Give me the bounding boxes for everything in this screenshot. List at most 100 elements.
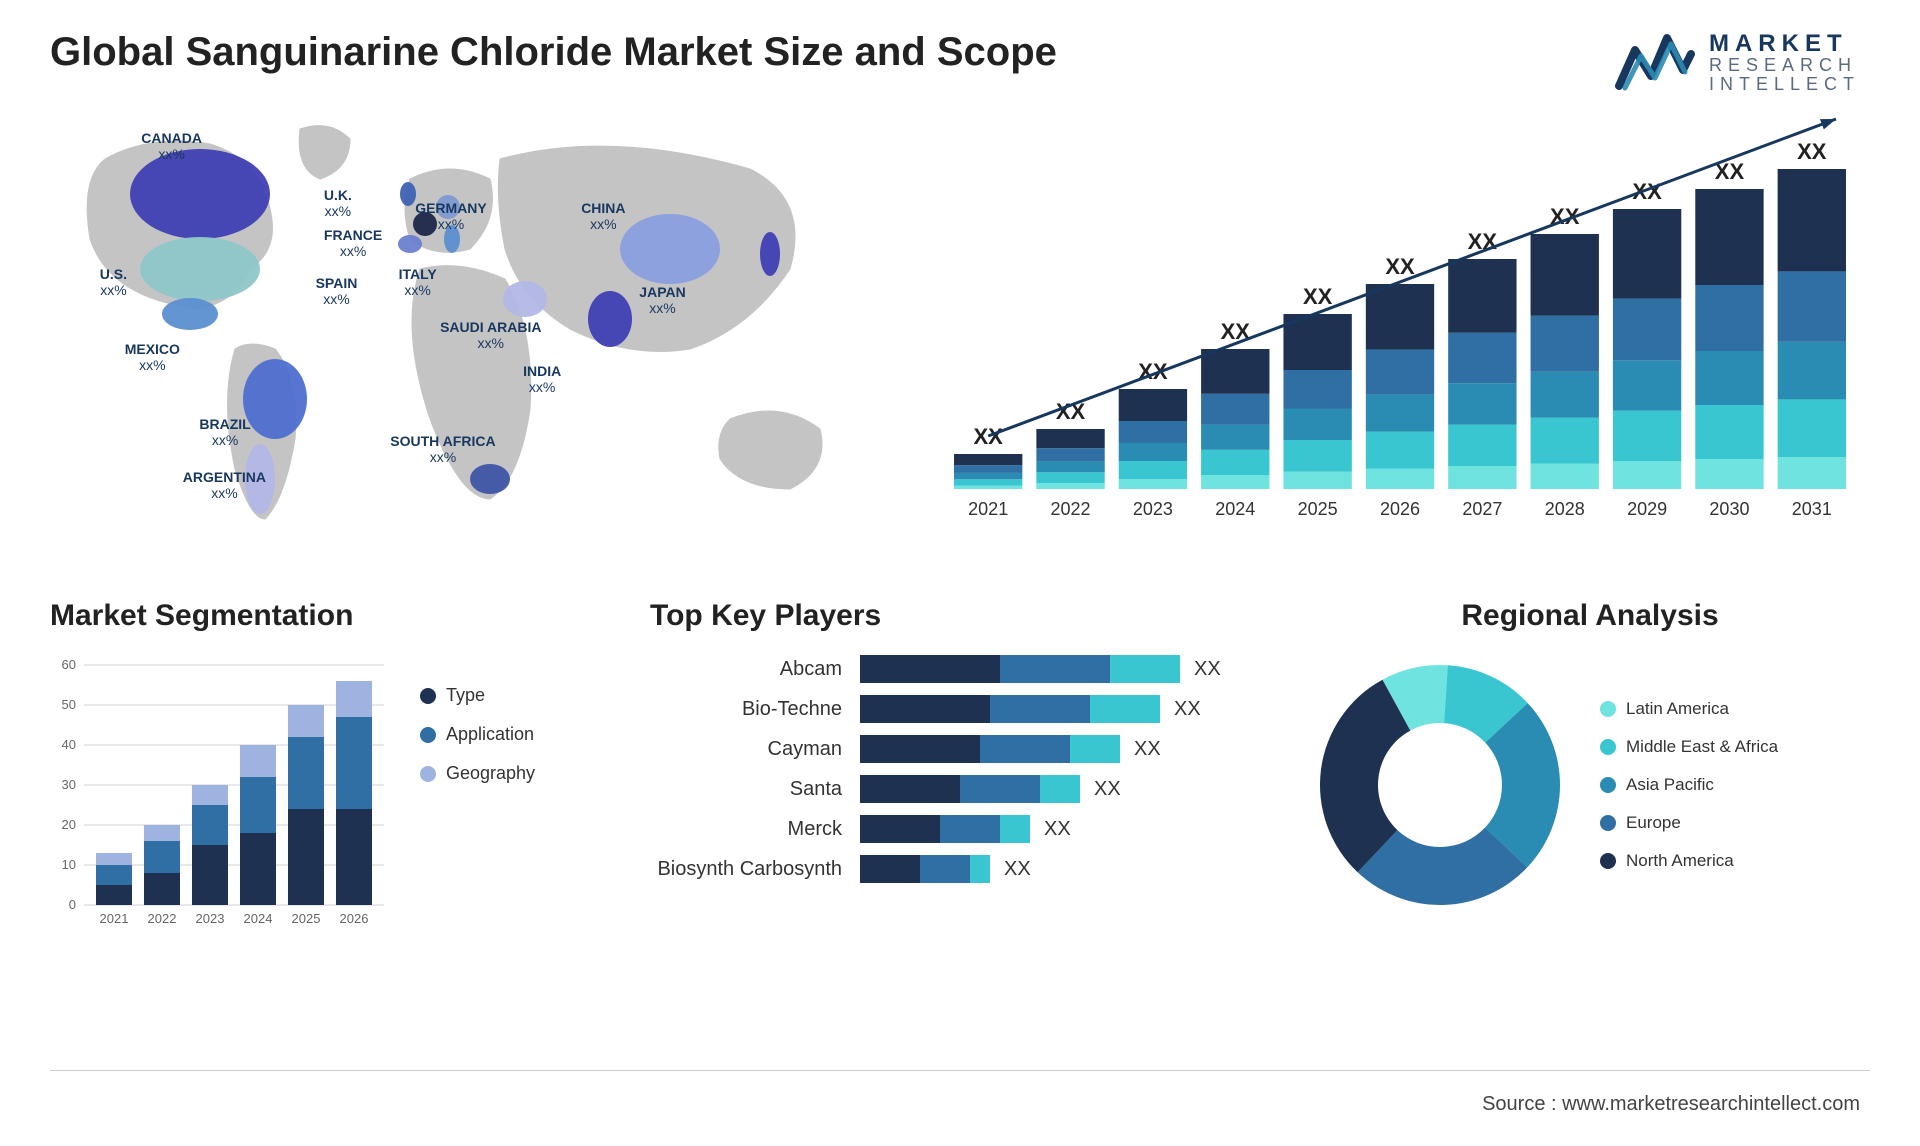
legend-item: Asia Pacific bbox=[1600, 775, 1778, 795]
legend-item: North America bbox=[1600, 851, 1778, 871]
svg-text:2028: 2028 bbox=[1545, 499, 1585, 519]
regional-panel: Regional Analysis Latin America Middle Ea… bbox=[1310, 599, 1870, 935]
kp-bar: XX bbox=[860, 815, 1071, 843]
legend-label: Middle East & Africa bbox=[1626, 737, 1778, 757]
svg-text:2025: 2025 bbox=[1298, 499, 1338, 519]
kp-row: Biosynth CarbosynthXX bbox=[650, 855, 1270, 883]
kp-segment bbox=[860, 815, 940, 843]
legend-label: Type bbox=[446, 685, 485, 706]
map-callout: SPAINxx% bbox=[316, 275, 358, 307]
legend-swatch bbox=[420, 727, 436, 743]
svg-text:2024: 2024 bbox=[244, 911, 273, 926]
kp-label: Abcam bbox=[650, 658, 860, 681]
segmentation-chart: 0102030405060202120222023202420252026 bbox=[50, 655, 390, 935]
segmentation-panel: Market Segmentation 01020304050602021202… bbox=[50, 599, 610, 935]
kp-value: XX bbox=[1174, 698, 1201, 721]
kp-segment bbox=[1090, 695, 1160, 723]
map-callout: GERMANYxx% bbox=[415, 200, 487, 232]
logo-mark bbox=[1615, 30, 1695, 94]
kp-value: XX bbox=[1134, 738, 1161, 761]
kp-segment bbox=[860, 735, 980, 763]
svg-text:2026: 2026 bbox=[1380, 499, 1420, 519]
kp-bar: XX bbox=[860, 695, 1201, 723]
kp-value: XX bbox=[1194, 658, 1221, 681]
svg-text:40: 40 bbox=[62, 737, 76, 752]
regional-title: Regional Analysis bbox=[1310, 599, 1870, 633]
legend-swatch bbox=[1600, 701, 1616, 717]
logo-line2: RESEARCH bbox=[1709, 56, 1860, 75]
map-callout: SAUDI ARABIAxx% bbox=[440, 319, 541, 351]
map-callout: FRANCExx% bbox=[324, 227, 382, 259]
kp-bar: XX bbox=[860, 775, 1121, 803]
legend-item: Latin America bbox=[1600, 699, 1778, 719]
source-label: Source : www.marketresearchintellect.com bbox=[1482, 1093, 1860, 1116]
svg-text:XX: XX bbox=[1632, 179, 1662, 204]
svg-text:20: 20 bbox=[62, 817, 76, 832]
legend-label: North America bbox=[1626, 851, 1734, 871]
key-players-panel: Top Key Players AbcamXXBio-TechneXXCayma… bbox=[650, 599, 1270, 935]
kp-bar: XX bbox=[860, 655, 1221, 683]
kp-row: Abcam XX bbox=[650, 655, 1270, 683]
svg-text:XX: XX bbox=[974, 424, 1004, 449]
legend-swatch bbox=[1600, 853, 1616, 869]
svg-text:30: 30 bbox=[62, 777, 76, 792]
kp-segment bbox=[1000, 815, 1030, 843]
key-players-title: Top Key Players bbox=[650, 599, 1270, 633]
kp-segment bbox=[860, 655, 1000, 683]
legend-label: Geography bbox=[446, 763, 535, 784]
map-callout: CHINAxx% bbox=[581, 200, 625, 232]
svg-text:2027: 2027 bbox=[1462, 499, 1502, 519]
kp-segment bbox=[1110, 655, 1180, 683]
svg-text:2021: 2021 bbox=[968, 499, 1008, 519]
legend-label: Application bbox=[446, 724, 534, 745]
brand-logo: MARKET RESEARCH INTELLECT bbox=[1615, 30, 1860, 94]
legend-swatch bbox=[420, 766, 436, 782]
svg-text:10: 10 bbox=[62, 857, 76, 872]
svg-text:2022: 2022 bbox=[1051, 499, 1091, 519]
svg-text:2022: 2022 bbox=[148, 911, 177, 926]
regional-donut-chart bbox=[1310, 655, 1570, 915]
map-callout: SOUTH AFRICAxx% bbox=[390, 433, 495, 465]
kp-label: Santa bbox=[650, 778, 860, 801]
svg-text:2031: 2031 bbox=[1792, 499, 1832, 519]
legend-swatch bbox=[1600, 777, 1616, 793]
map-callout: MEXICOxx% bbox=[125, 341, 180, 373]
kp-segment bbox=[940, 815, 1000, 843]
separator-line bbox=[50, 1070, 1870, 1071]
legend-swatch bbox=[1600, 815, 1616, 831]
kp-segment bbox=[990, 695, 1090, 723]
kp-segment bbox=[860, 775, 960, 803]
map-callout: BRAZILxx% bbox=[199, 416, 250, 448]
logo-line1: MARKET bbox=[1709, 31, 1860, 56]
svg-text:2023: 2023 bbox=[1133, 499, 1173, 519]
kp-row: MerckXX bbox=[650, 815, 1270, 843]
kp-segment bbox=[1040, 775, 1080, 803]
page-title: Global Sanguinarine Chloride Market Size… bbox=[50, 30, 1870, 75]
logo-line3: INTELLECT bbox=[1709, 75, 1860, 94]
kp-label: Merck bbox=[650, 818, 860, 841]
map-callout: CANADAxx% bbox=[141, 130, 202, 162]
kp-label: Bio-Techne bbox=[650, 698, 860, 721]
kp-segment bbox=[960, 775, 1040, 803]
kp-row: CaymanXX bbox=[650, 735, 1270, 763]
svg-text:2024: 2024 bbox=[1215, 499, 1255, 519]
world-map-panel: CANADAxx%U.S.xx%MEXICOxx%BRAZILxx%ARGENT… bbox=[50, 99, 880, 539]
legend-label: Europe bbox=[1626, 813, 1681, 833]
kp-segment bbox=[980, 735, 1070, 763]
svg-text:XX: XX bbox=[1303, 284, 1333, 309]
map-callout: ITALYxx% bbox=[399, 266, 437, 298]
kp-segment bbox=[920, 855, 970, 883]
kp-segment bbox=[1000, 655, 1110, 683]
kp-row: Bio-Techne XX bbox=[650, 695, 1270, 723]
kp-row: Santa XX bbox=[650, 775, 1270, 803]
svg-text:2025: 2025 bbox=[292, 911, 321, 926]
forecast-bar-chart: XX2021XX2022XX2023XX2024XX2025XX2026XX20… bbox=[930, 99, 1870, 539]
legend-item: Middle East & Africa bbox=[1600, 737, 1778, 757]
kp-value: XX bbox=[1094, 778, 1121, 801]
regional-legend: Latin America Middle East & Africa Asia Pa… bbox=[1600, 699, 1778, 871]
map-callout: ARGENTINAxx% bbox=[183, 469, 266, 501]
svg-text:XX: XX bbox=[1797, 139, 1827, 164]
kp-bar: XX bbox=[860, 855, 1031, 883]
kp-segment bbox=[1070, 735, 1120, 763]
segmentation-legend: Type Application Geography bbox=[420, 685, 535, 784]
